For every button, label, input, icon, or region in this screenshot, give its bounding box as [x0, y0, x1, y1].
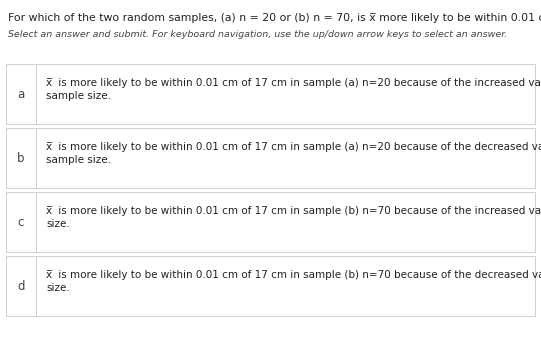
Text: c: c	[18, 215, 24, 229]
Text: size.: size.	[46, 283, 70, 293]
Bar	[6, 192, 535, 252]
Text: sample size.: sample size.	[46, 91, 111, 101]
Text: For which of the two random samples, (a) n = 20 or (b) n = 70, is x̅ more likely: For which of the two random samples, (a)…	[8, 13, 541, 23]
Text: d: d	[17, 279, 25, 293]
Text: x̅: x̅	[46, 142, 52, 152]
Bar	[6, 64, 535, 124]
Bar	[6, 256, 535, 316]
Text: is more likely to be within 0.01 cm of 17 cm in sample (b) n=70 because of the d: is more likely to be within 0.01 cm of 1…	[55, 270, 541, 280]
Text: size.: size.	[46, 219, 70, 229]
Text: b: b	[17, 151, 25, 165]
Text: is more likely to be within 0.01 cm of 17 cm in sample (a) n=20 because of the i: is more likely to be within 0.01 cm of 1…	[55, 78, 541, 88]
Text: is more likely to be within 0.01 cm of 17 cm in sample (a) n=20 because of the d: is more likely to be within 0.01 cm of 1…	[55, 142, 541, 152]
Text: Select an answer and submit. For keyboard navigation, use the up/down arrow keys: Select an answer and submit. For keyboar…	[8, 30, 507, 39]
Text: sample size.: sample size.	[46, 155, 111, 165]
Text: x̅: x̅	[46, 78, 52, 88]
Text: a: a	[17, 87, 25, 101]
Bar	[6, 128, 535, 188]
Text: x̅: x̅	[46, 270, 52, 280]
Text: x̅: x̅	[46, 206, 52, 216]
Text: is more likely to be within 0.01 cm of 17 cm in sample (b) n=70 because of the i: is more likely to be within 0.01 cm of 1…	[55, 206, 541, 216]
